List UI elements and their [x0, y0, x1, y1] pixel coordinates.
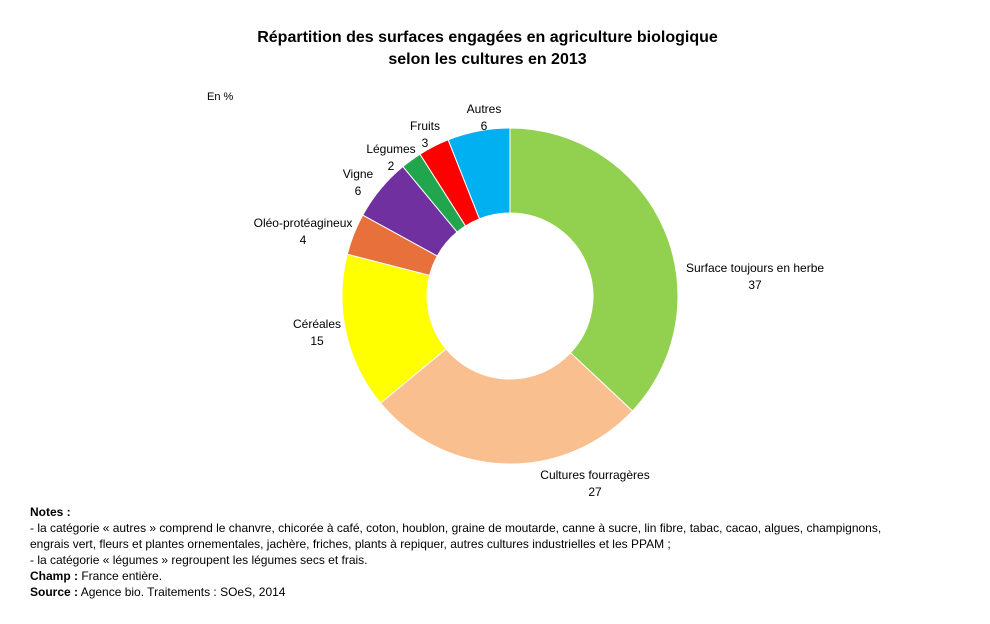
slice-label-value: 4 [299, 233, 307, 247]
slice-label-name: Autres [466, 102, 502, 116]
slice-label-surface-toujours-en-herbe: Surface toujours en herbe 37 [686, 260, 824, 294]
chart-title-line1: Répartition des surfaces engagées en agr… [257, 29, 718, 46]
slice-label-cultures-fourrageres: Cultures fourragères 27 [540, 467, 649, 501]
unit-label: En % [207, 91, 234, 103]
slice-label-name: Fruits [410, 119, 440, 133]
notes-heading: Notes : [30, 505, 71, 519]
source-label: Source : [30, 585, 79, 599]
slice-label-name: Céréales [292, 317, 342, 331]
pie-slice-surface-toujours-en-herbe [509, 127, 679, 412]
slice-label-value: 15 [310, 334, 324, 348]
slice-label-name: Vigne [342, 167, 374, 181]
slice-label-name: Surface toujours en herbe [685, 261, 825, 275]
slice-label-autres: Autres 6 [467, 101, 502, 135]
champ-label: Champ : [30, 569, 78, 583]
note-line-3: - la catégorie « légumes » regroupent le… [30, 553, 368, 567]
champ-text: France entière. [78, 569, 163, 583]
slice-label-value: 2 [387, 159, 395, 173]
note-line-2: engrais vert, fleurs et plantes ornement… [30, 537, 671, 551]
slice-label-value: 27 [588, 485, 602, 499]
slice-label-name: Légumes [366, 142, 416, 156]
slice-label-value: 6 [354, 184, 362, 198]
note-line-1: - la catégorie « autres » comprend le ch… [30, 521, 882, 535]
chart-title-line2: selon les cultures en 2013 [388, 51, 587, 68]
pie-slice-cultures-fourrageres [379, 348, 634, 465]
notes-block: Notes : - la catégorie « autres » compre… [30, 504, 975, 600]
slice-label-cereales: Céréales 15 [293, 316, 341, 350]
slice-label-oleo-proteagineux: Oléo-protéagineux 4 [254, 215, 353, 249]
slice-label-fruits: Fruits 3 [410, 118, 440, 152]
slice-label-legumes: Légumes 2 [366, 141, 415, 175]
pie-slice-autres [447, 127, 511, 220]
slice-label-value: 37 [748, 278, 762, 292]
slice-label-value: 6 [480, 119, 488, 133]
slice-label-name: Oléo-protéagineux [253, 216, 353, 230]
champ-line: Champ : France entière. [30, 568, 975, 584]
slice-label-name: Cultures fourragères [540, 468, 650, 482]
chart-title: Répartition des surfaces engagées en agr… [0, 27, 975, 71]
slice-label-vigne: Vigne 6 [343, 166, 373, 200]
slice-label-value: 3 [421, 136, 429, 150]
source-line: Source : Agence bio. Traitements : SOeS,… [30, 584, 975, 600]
source-text: Agence bio. Traitements : SOeS, 2014 [78, 585, 286, 599]
